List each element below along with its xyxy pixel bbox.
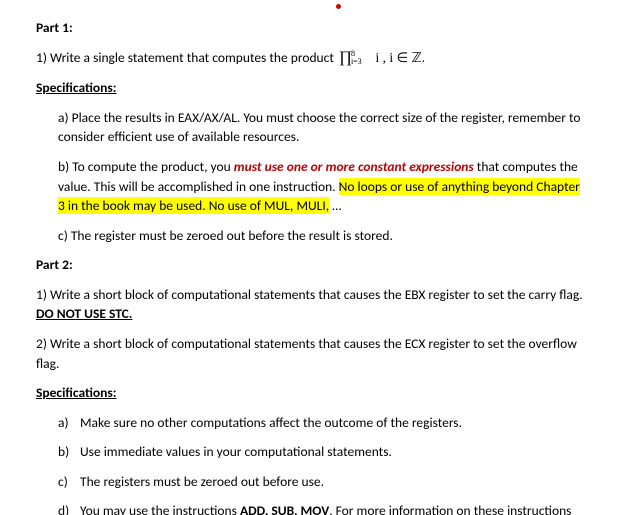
part2-question-1: 1) Write a short block of computational … xyxy=(36,285,588,324)
part2-spec-header: Specifications: xyxy=(36,383,588,403)
part2-spec-a: Make sure no other computations affect t… xyxy=(58,413,588,433)
part1-specs: a) Place the results in EAX/AX/AL. You m… xyxy=(36,108,588,245)
part1-question-1: 1) Write a single statement that compute… xyxy=(36,48,588,69)
part2-spec-c: The registers must be zeroed out before … xyxy=(58,472,588,492)
q1-text: 1) Write a single statement that compute… xyxy=(36,49,337,66)
spec-b-pre: b) To compute the product, you xyxy=(58,158,234,175)
part2-spec-b: Use immediate values in your computation… xyxy=(58,442,588,462)
spec-a-text: Make sure no other computations affect t… xyxy=(80,414,462,431)
part1-spec-b: b) To compute the product, you must use … xyxy=(58,157,588,216)
pi-lower: i=3 xyxy=(351,52,362,72)
spec-d-bold: ADD, SUB, MOV xyxy=(240,502,329,515)
spec-d-pre: You may use the instructions xyxy=(80,502,240,515)
product-symbol: ∏8i=3 xyxy=(339,48,352,68)
part2-question-2: 2) Write a short block of computational … xyxy=(36,334,588,373)
part2-spec-d: You may use the instructions ADD, SUB, M… xyxy=(58,501,588,515)
part1-header: Part 1: xyxy=(36,18,588,38)
part1-spec-a: a) Place the results in EAX/AX/AL. You m… xyxy=(58,108,588,147)
part2-specs: Make sure no other computations affect t… xyxy=(36,413,588,515)
q1-math-tail: i , i ∈ ℤ. xyxy=(372,50,425,65)
part2-header: Part 2: xyxy=(36,255,588,275)
part1-spec-header: Specifications: xyxy=(36,78,588,98)
p2q1-pre: 1) Write a short block of computational … xyxy=(36,286,583,303)
p2q1-bold: DO NOT USE STC. xyxy=(36,305,132,322)
spec-b-red: must use one or more constant expression… xyxy=(234,158,474,175)
spec-b-text: Use immediate values in your computation… xyxy=(80,443,392,460)
spec-c-text: The registers must be zeroed out before … xyxy=(80,473,324,490)
red-dot-annotation xyxy=(336,4,341,9)
part1-spec-c: c) The register must be zeroed out befor… xyxy=(58,226,588,246)
document-body: Part 1: 1) Write a single statement that… xyxy=(0,0,624,515)
spec-b-tail: … xyxy=(329,197,341,214)
